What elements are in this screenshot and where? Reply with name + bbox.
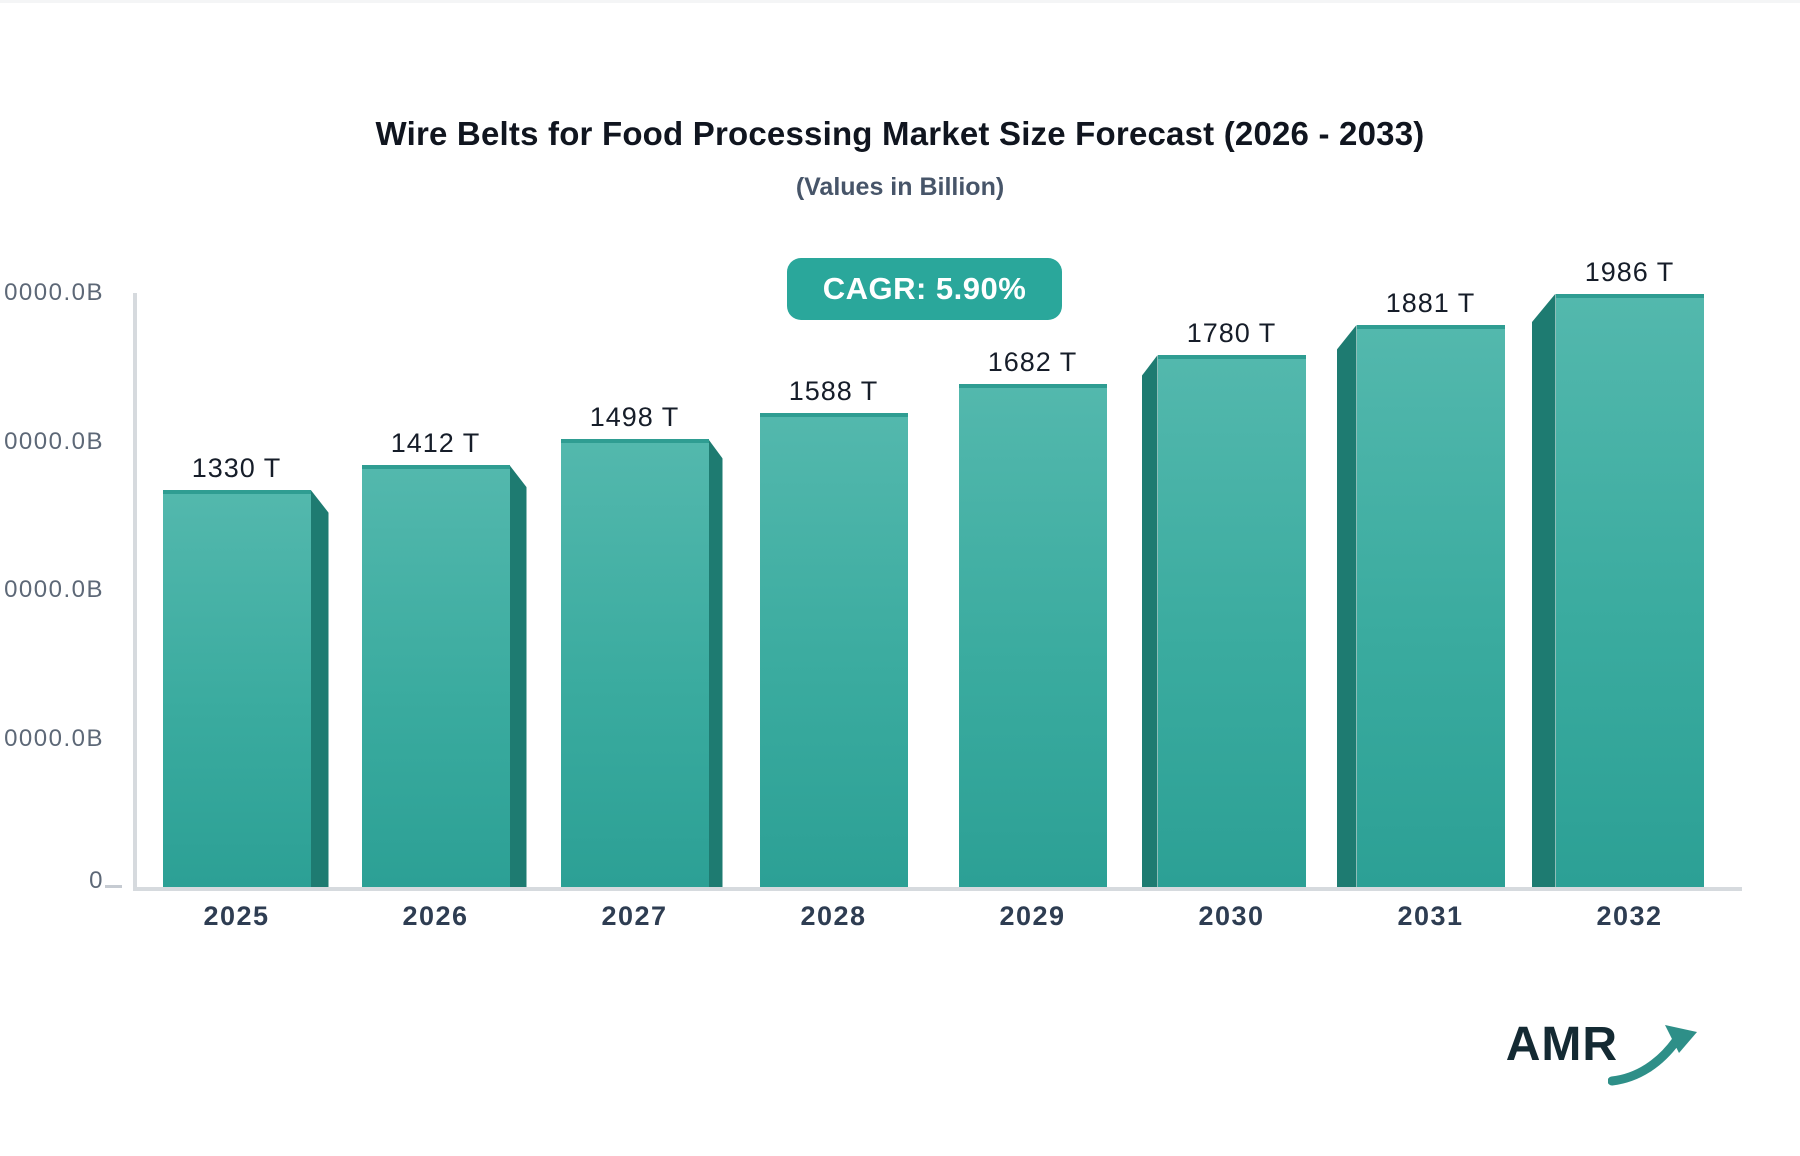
x-tick-label: 2031 [1397, 901, 1464, 931]
bar-value-label: 1682 T [987, 347, 1078, 378]
bar-side-face [509, 465, 527, 887]
bar-value-label: 1330 T [191, 452, 282, 483]
bar-side-face [1336, 324, 1357, 887]
y-tick-label: 0000.0B [4, 724, 104, 752]
x-tick-label: 2028 [800, 901, 867, 931]
bar: 1498 T [560, 402, 723, 887]
bar-value-label: 1412 T [390, 428, 481, 459]
bar-side-face [1141, 355, 1158, 887]
bar-value-label: 1881 T [1385, 287, 1476, 318]
bar-slot: 1498 T 2027 [535, 293, 734, 931]
bar-slot: 1881 T 2031 [1331, 288, 1530, 931]
x-tick-label: 2027 [601, 901, 668, 931]
bar-slot: 1986 T 2032 [1530, 257, 1729, 931]
bar-slot: 1412 T 2026 [336, 293, 535, 931]
bar-value-label: 1986 T [1584, 256, 1675, 287]
chart-subtitle: (Values in Billion) [795, 173, 1005, 201]
bar: 1330 T [162, 453, 329, 887]
brand-logo-text: AMR [1505, 1018, 1618, 1071]
bar-value-label: 1780 T [1186, 318, 1277, 349]
bar: 1588 T [759, 376, 908, 887]
plot-area: 0000.0B 0000.0B 0000.0B 0000.0B 0 1330 T 202… [4, 257, 1742, 931]
growth-arrow-icon [1608, 1025, 1697, 1086]
bar: 1682 T [958, 347, 1107, 887]
x-tick-label: 2029 [999, 901, 1066, 931]
bar: 1986 T [1531, 257, 1704, 887]
x-tick-label: 2025 [203, 901, 270, 931]
y-tick-label: 0 [89, 867, 104, 894]
bar-side-face [310, 489, 329, 887]
bar-slot: 1330 T 2025 [137, 293, 336, 931]
y-tick-label: 0000.0B [4, 576, 104, 603]
x-tick-label: 2026 [402, 901, 469, 931]
bar-slot: 1682 T 2029 [933, 293, 1132, 931]
bar-value-label: 1498 T [589, 402, 680, 433]
chart-title: Wire Belts for Food Processing Market Si… [375, 115, 1425, 152]
x-tick-label: 2030 [1198, 901, 1265, 931]
cagr-badge: CAGR: 5.90% [787, 258, 1062, 320]
y-axis-labels: 0000.0B 0000.0B 0000.0B 0000.0B 0 [0, 279, 104, 894]
bar-side-face [708, 439, 723, 887]
bar-slot: 1588 T 2028 [734, 293, 933, 931]
bar: 1780 T [1141, 318, 1306, 887]
bar: 1881 T [1336, 288, 1505, 887]
bar-side-face [1531, 293, 1556, 887]
y-tick-label: 0000.0B [4, 427, 104, 455]
bar: 1412 T [361, 428, 527, 887]
bar-value-label: 1588 T [788, 375, 879, 406]
zero-tick-mark [105, 885, 122, 888]
bar-slot: 1780 T 2030 [1132, 293, 1331, 931]
cagr-badge-label: CAGR: 5.90% [822, 271, 1027, 306]
brand-logo: AMR [1506, 1021, 1700, 1089]
y-tick-label: 0000.0B [4, 279, 104, 306]
bar-slots: 1330 T 2025 1412 T 2026 1498 T 2027 1588… [137, 257, 1729, 931]
x-tick-label: 2032 [1596, 901, 1663, 931]
